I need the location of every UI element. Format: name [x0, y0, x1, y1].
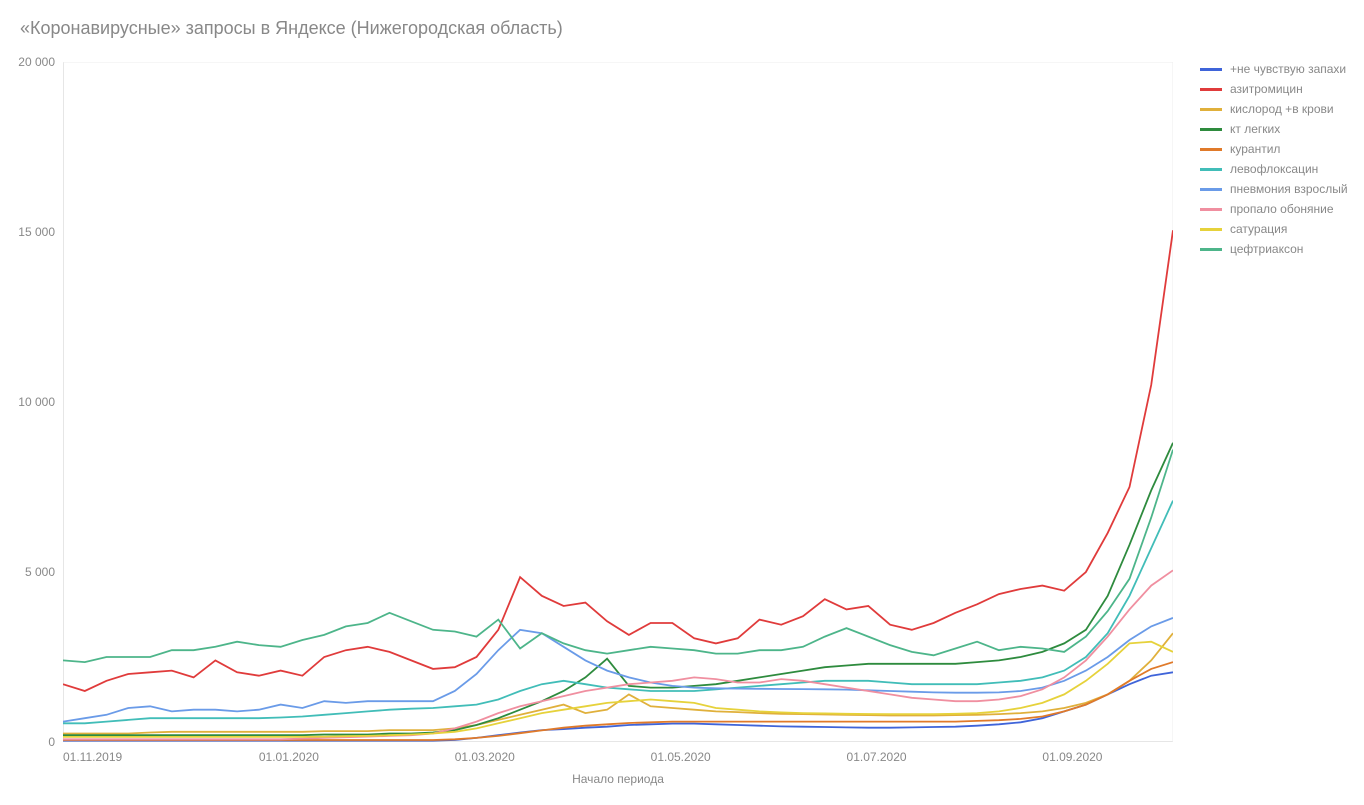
- legend-swatch: [1200, 188, 1222, 191]
- legend-label: +не чувствую запахи: [1230, 62, 1346, 76]
- legend-label: пневмония взрослый: [1230, 182, 1348, 196]
- legend-label: азитромицин: [1230, 82, 1303, 96]
- legend-label: курантил: [1230, 142, 1280, 156]
- line-chart-plot: [63, 62, 1173, 742]
- legend-item[interactable]: азитромицин: [1200, 82, 1348, 96]
- chart-title: «Коронавирусные» запросы в Яндексе (Ниже…: [20, 18, 563, 39]
- legend-item[interactable]: кт легких: [1200, 122, 1348, 136]
- legend-swatch: [1200, 148, 1222, 151]
- legend-item[interactable]: кислород +в крови: [1200, 102, 1348, 116]
- chart-container: { "chart": { "type": "line", "title": "«…: [0, 0, 1364, 805]
- y-tick-label: 20 000: [0, 55, 55, 69]
- series-line: [63, 501, 1173, 724]
- legend-item[interactable]: пневмония взрослый: [1200, 182, 1348, 196]
- legend-item[interactable]: пропало обоняние: [1200, 202, 1348, 216]
- legend-item[interactable]: цефтриаксон: [1200, 242, 1348, 256]
- legend-swatch: [1200, 228, 1222, 231]
- legend-swatch: [1200, 208, 1222, 211]
- legend-item[interactable]: левофлоксацин: [1200, 162, 1348, 176]
- y-tick-label: 5 000: [0, 565, 55, 579]
- x-tick-label: 01.07.2020: [847, 750, 907, 764]
- series-line: [63, 230, 1173, 691]
- legend: +не чувствую запахи азитромицин кислород +…: [1200, 62, 1348, 262]
- legend-item[interactable]: курантил: [1200, 142, 1348, 156]
- x-tick-label: 01.11.2019: [63, 750, 122, 764]
- legend-label: левофлоксацин: [1230, 162, 1318, 176]
- legend-label: сатурация: [1230, 222, 1287, 236]
- legend-label: пропало обоняние: [1230, 202, 1334, 216]
- legend-swatch: [1200, 108, 1222, 111]
- legend-label: кислород +в крови: [1230, 102, 1334, 116]
- x-tick-label: 01.09.2020: [1042, 750, 1102, 764]
- series-line: [63, 450, 1173, 662]
- legend-label: цефтриаксон: [1230, 242, 1303, 256]
- x-tick-label: 01.01.2020: [259, 750, 319, 764]
- series-line: [63, 618, 1173, 722]
- x-tick-label: 01.03.2020: [455, 750, 515, 764]
- legend-swatch: [1200, 128, 1222, 131]
- x-tick-label: 01.05.2020: [651, 750, 711, 764]
- legend-item[interactable]: +не чувствую запахи: [1200, 62, 1348, 76]
- legend-swatch: [1200, 168, 1222, 171]
- x-axis-title: Начало периода: [572, 772, 664, 786]
- y-tick-label: 0: [0, 735, 55, 749]
- legend-swatch: [1200, 68, 1222, 71]
- legend-label: кт легких: [1230, 122, 1280, 136]
- legend-swatch: [1200, 248, 1222, 251]
- legend-item[interactable]: сатурация: [1200, 222, 1348, 236]
- y-tick-label: 15 000: [0, 225, 55, 239]
- legend-swatch: [1200, 88, 1222, 91]
- y-tick-label: 10 000: [0, 395, 55, 409]
